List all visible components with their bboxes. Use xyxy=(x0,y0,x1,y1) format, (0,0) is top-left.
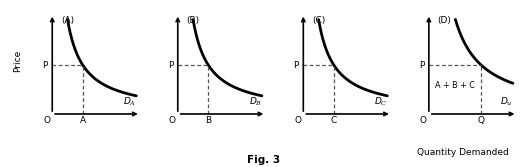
Text: (B): (B) xyxy=(186,16,200,25)
Text: O: O xyxy=(294,117,301,125)
Text: (C): (C) xyxy=(312,16,325,25)
Text: O: O xyxy=(420,117,427,125)
Text: $D_\mathregular{B}$: $D_\mathregular{B}$ xyxy=(249,95,262,108)
Text: Q: Q xyxy=(478,117,485,125)
Text: B: B xyxy=(205,117,211,125)
Text: $D_\mathregular{A}$: $D_\mathregular{A}$ xyxy=(123,95,136,108)
Text: O: O xyxy=(43,117,50,125)
Text: (D): (D) xyxy=(438,16,451,25)
Text: A: A xyxy=(80,117,86,125)
Text: $D_\mathregular{C}$: $D_\mathregular{C}$ xyxy=(374,95,388,108)
Text: Quantity Demanded: Quantity Demanded xyxy=(417,148,508,157)
Text: P: P xyxy=(419,61,425,70)
Text: P: P xyxy=(294,61,299,70)
Text: P: P xyxy=(42,61,48,70)
Text: A + B + C: A + B + C xyxy=(435,81,475,90)
Text: (A): (A) xyxy=(61,16,74,25)
Text: Fig. 3: Fig. 3 xyxy=(248,155,280,165)
Text: P: P xyxy=(168,61,173,70)
Text: Price: Price xyxy=(13,50,22,72)
Text: $D_\mathregular{u}$: $D_\mathregular{u}$ xyxy=(500,95,513,108)
Text: C: C xyxy=(331,117,337,125)
Text: O: O xyxy=(169,117,176,125)
